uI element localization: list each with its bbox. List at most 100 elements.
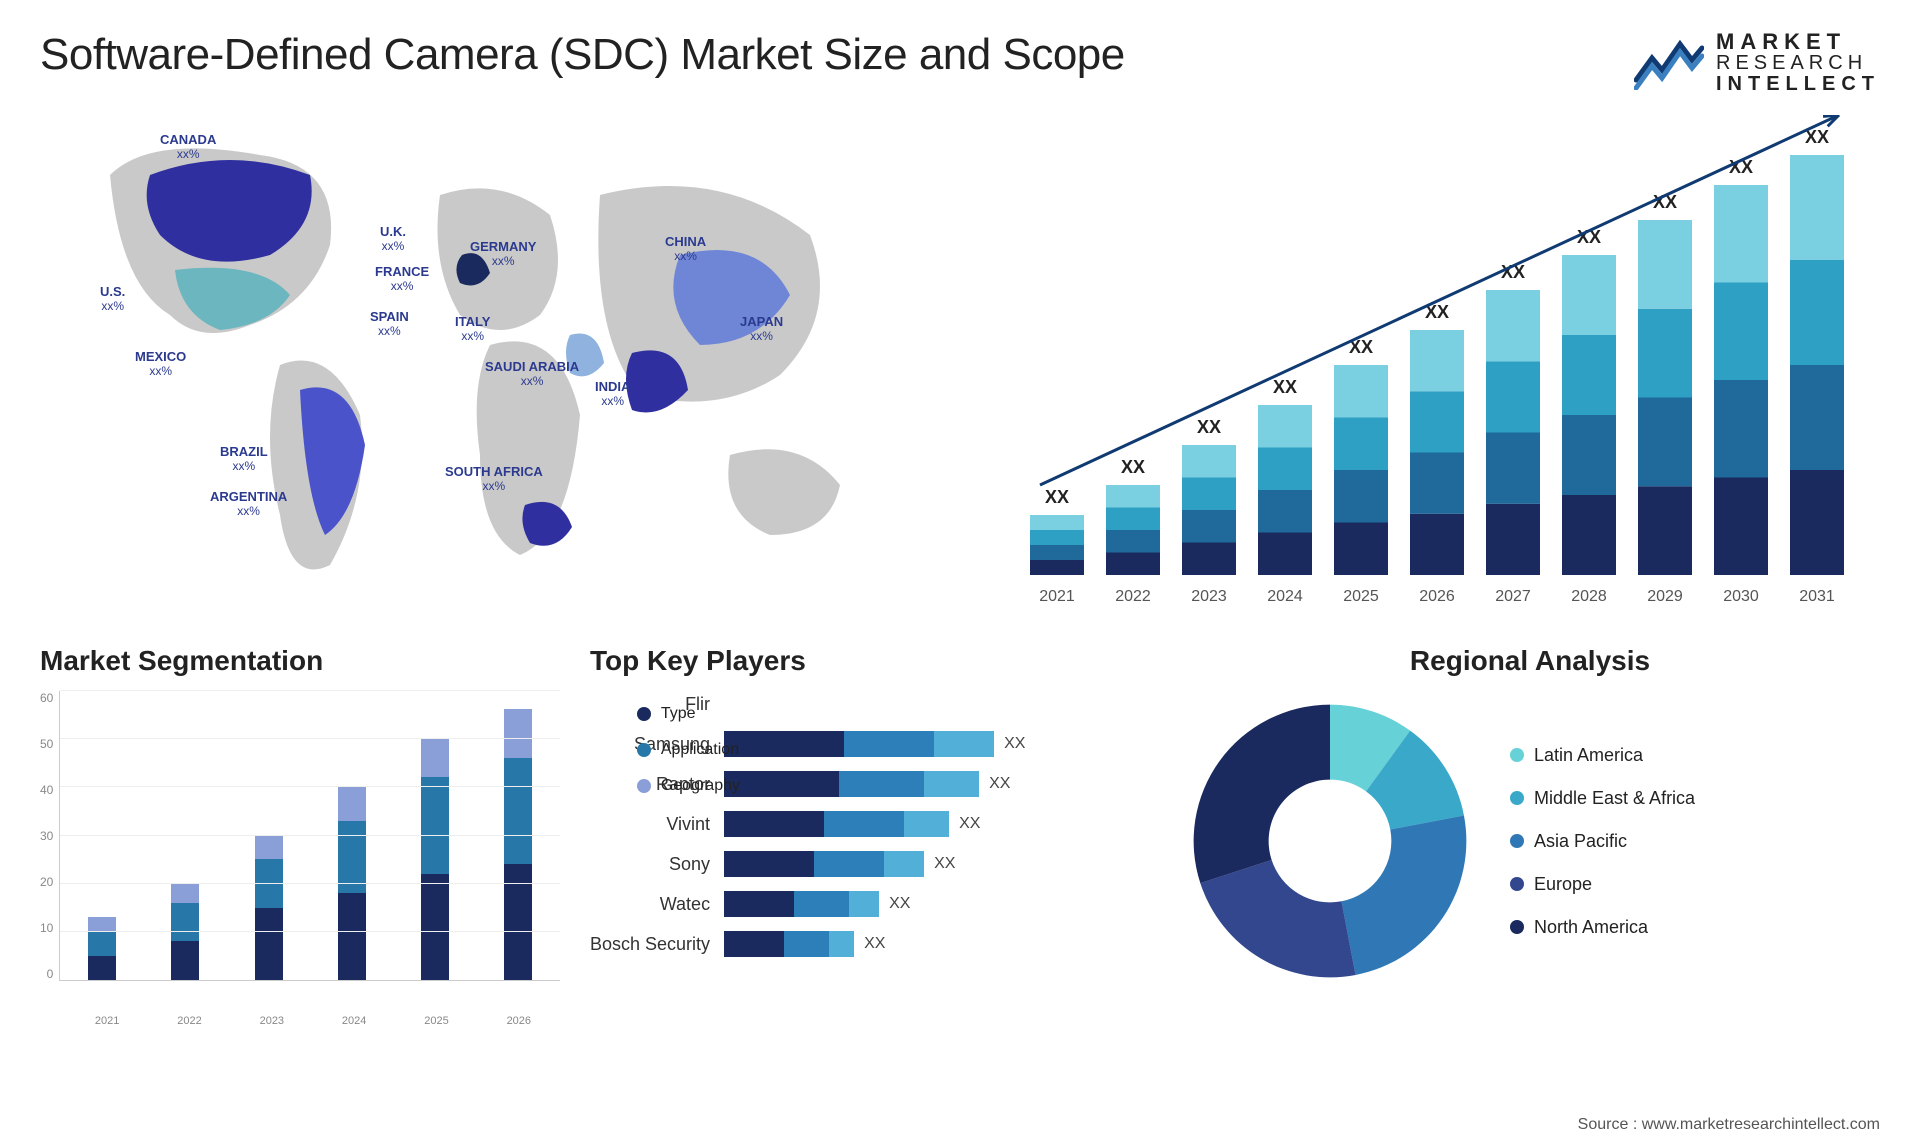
map-label: MEXICOxx% <box>135 350 186 379</box>
logo-mark-icon <box>1634 36 1704 90</box>
map-label: SAUDI ARABIAxx% <box>485 360 579 389</box>
segmentation-panel: Market Segmentation 0102030405060 202120… <box>40 645 560 1075</box>
map-label: U.S.xx% <box>100 285 125 314</box>
growth-year-label: 2030 <box>1723 588 1759 605</box>
legend-item: Type <box>637 705 740 723</box>
logo-text-1: MARKET <box>1716 30 1880 53</box>
legend-item: North America <box>1510 917 1695 938</box>
player-bar-row: XX <box>724 931 1150 957</box>
segmentation-title: Market Segmentation <box>40 645 560 677</box>
growth-bar-segment <box>1106 508 1160 531</box>
map-label: BRAZILxx% <box>220 445 268 474</box>
donut-segment <box>1194 705 1330 884</box>
growth-bar-value: XX <box>1045 487 1069 507</box>
growth-bar-segment <box>1334 365 1388 418</box>
growth-year-label: 2022 <box>1115 588 1151 605</box>
player-bar-value: XX <box>889 895 910 913</box>
legend-item: Application <box>637 741 740 759</box>
player-bar-row: XX <box>724 891 1150 917</box>
growth-bar-segment <box>1562 255 1616 335</box>
growth-year-label: 2024 <box>1267 588 1303 605</box>
legend-item: Latin America <box>1510 745 1695 766</box>
growth-year-label: 2028 <box>1571 588 1607 605</box>
key-players-bars: XXXXXXXXXXXX <box>724 691 1150 957</box>
player-bar-value: XX <box>959 815 980 833</box>
growth-year-label: 2027 <box>1495 588 1531 605</box>
growth-bar-segment <box>1410 453 1464 514</box>
player-bar-row: XX <box>724 811 1150 837</box>
growth-year-label: 2023 <box>1191 588 1227 605</box>
player-name: Watec <box>590 891 710 917</box>
player-bar-value: XX <box>989 775 1010 793</box>
growth-bar-segment <box>1030 515 1084 530</box>
growth-bar-segment <box>1334 470 1388 523</box>
growth-bar-segment <box>1258 405 1312 448</box>
map-label: JAPANxx% <box>740 315 783 344</box>
legend-item: Europe <box>1510 874 1695 895</box>
source-attribution: Source : www.marketresearchintellect.com <box>1578 1116 1880 1134</box>
growth-year-label: 2029 <box>1647 588 1683 605</box>
growth-bar-segment <box>1410 514 1464 575</box>
growth-bar-segment <box>1790 260 1844 365</box>
growth-bar-segment <box>1486 504 1540 575</box>
segmentation-bar <box>421 738 449 980</box>
donut-segment <box>1341 816 1466 976</box>
map-label: INDIAxx% <box>595 380 630 409</box>
map-label: SOUTH AFRICAxx% <box>445 465 543 494</box>
map-label: GERMANYxx% <box>470 240 536 269</box>
growth-bar-value: XX <box>1121 457 1145 477</box>
page-title: Software-Defined Camera (SDC) Market Siz… <box>40 30 1125 80</box>
growth-bar-segment <box>1486 433 1540 504</box>
growth-year-label: 2026 <box>1419 588 1455 605</box>
growth-bar-segment <box>1030 530 1084 545</box>
legend-item: Geography <box>637 777 740 795</box>
segmentation-bar <box>255 835 283 980</box>
legend-item: Asia Pacific <box>1510 831 1695 852</box>
player-bar-value: XX <box>1004 735 1025 753</box>
segmentation-plot <box>59 691 560 981</box>
map-label: U.K.xx% <box>380 225 406 254</box>
legend-item: Middle East & Africa <box>1510 788 1695 809</box>
segmentation-legend: Type Application Geography <box>637 705 740 795</box>
growth-bar-segment <box>1790 470 1844 575</box>
growth-bar-segment <box>1182 445 1236 478</box>
growth-bar-segment <box>1486 361 1540 432</box>
growth-year-label: 2031 <box>1799 588 1835 605</box>
growth-bar-segment <box>1258 533 1312 576</box>
growth-bar-segment <box>1410 330 1464 391</box>
growth-bar-segment <box>1182 510 1236 543</box>
growth-bar-segment <box>1638 486 1692 575</box>
growth-bar-segment <box>1182 478 1236 511</box>
growth-bar-segment <box>1334 523 1388 576</box>
map-label: FRANCExx% <box>375 265 429 294</box>
player-bar-row <box>724 691 1150 717</box>
key-players-title: Top Key Players <box>590 645 1150 677</box>
growth-bar-segment <box>1486 290 1540 361</box>
growth-bar-segment <box>1106 530 1160 553</box>
growth-year-label: 2025 <box>1343 588 1379 605</box>
regional-title: Regional Analysis <box>1180 645 1880 677</box>
growth-bar-chart: XX2021XX2022XX2023XX2024XX2025XX2026XX20… <box>1000 115 1880 615</box>
segmentation-bar <box>88 917 116 980</box>
growth-bar-segment <box>1334 418 1388 471</box>
growth-bar-segment <box>1638 220 1692 309</box>
growth-bar-segment <box>1714 185 1768 283</box>
growth-bar-segment <box>1638 309 1692 398</box>
growth-bar-segment <box>1714 283 1768 381</box>
logo-text-2: RESEARCH <box>1716 53 1880 74</box>
growth-bar-segment <box>1714 478 1768 576</box>
brand-logo: MARKET RESEARCH INTELLECT <box>1634 30 1880 95</box>
donut-segment <box>1200 860 1355 977</box>
regional-legend: Latin America Middle East & Africa Asia Pa… <box>1510 745 1695 938</box>
player-bar-row: XX <box>724 731 1150 757</box>
growth-bar-segment <box>1790 155 1844 260</box>
map-label: ARGENTINAxx% <box>210 490 287 519</box>
growth-bar-value: XX <box>1197 417 1221 437</box>
player-name: Bosch Security <box>590 931 710 957</box>
growth-bar-segment <box>1258 448 1312 491</box>
segmentation-yaxis: 0102030405060 <box>40 691 59 981</box>
map-label: CHINAxx% <box>665 235 706 264</box>
growth-bar-segment <box>1106 485 1160 508</box>
growth-year-label: 2021 <box>1039 588 1075 605</box>
growth-bar-segment <box>1714 380 1768 478</box>
